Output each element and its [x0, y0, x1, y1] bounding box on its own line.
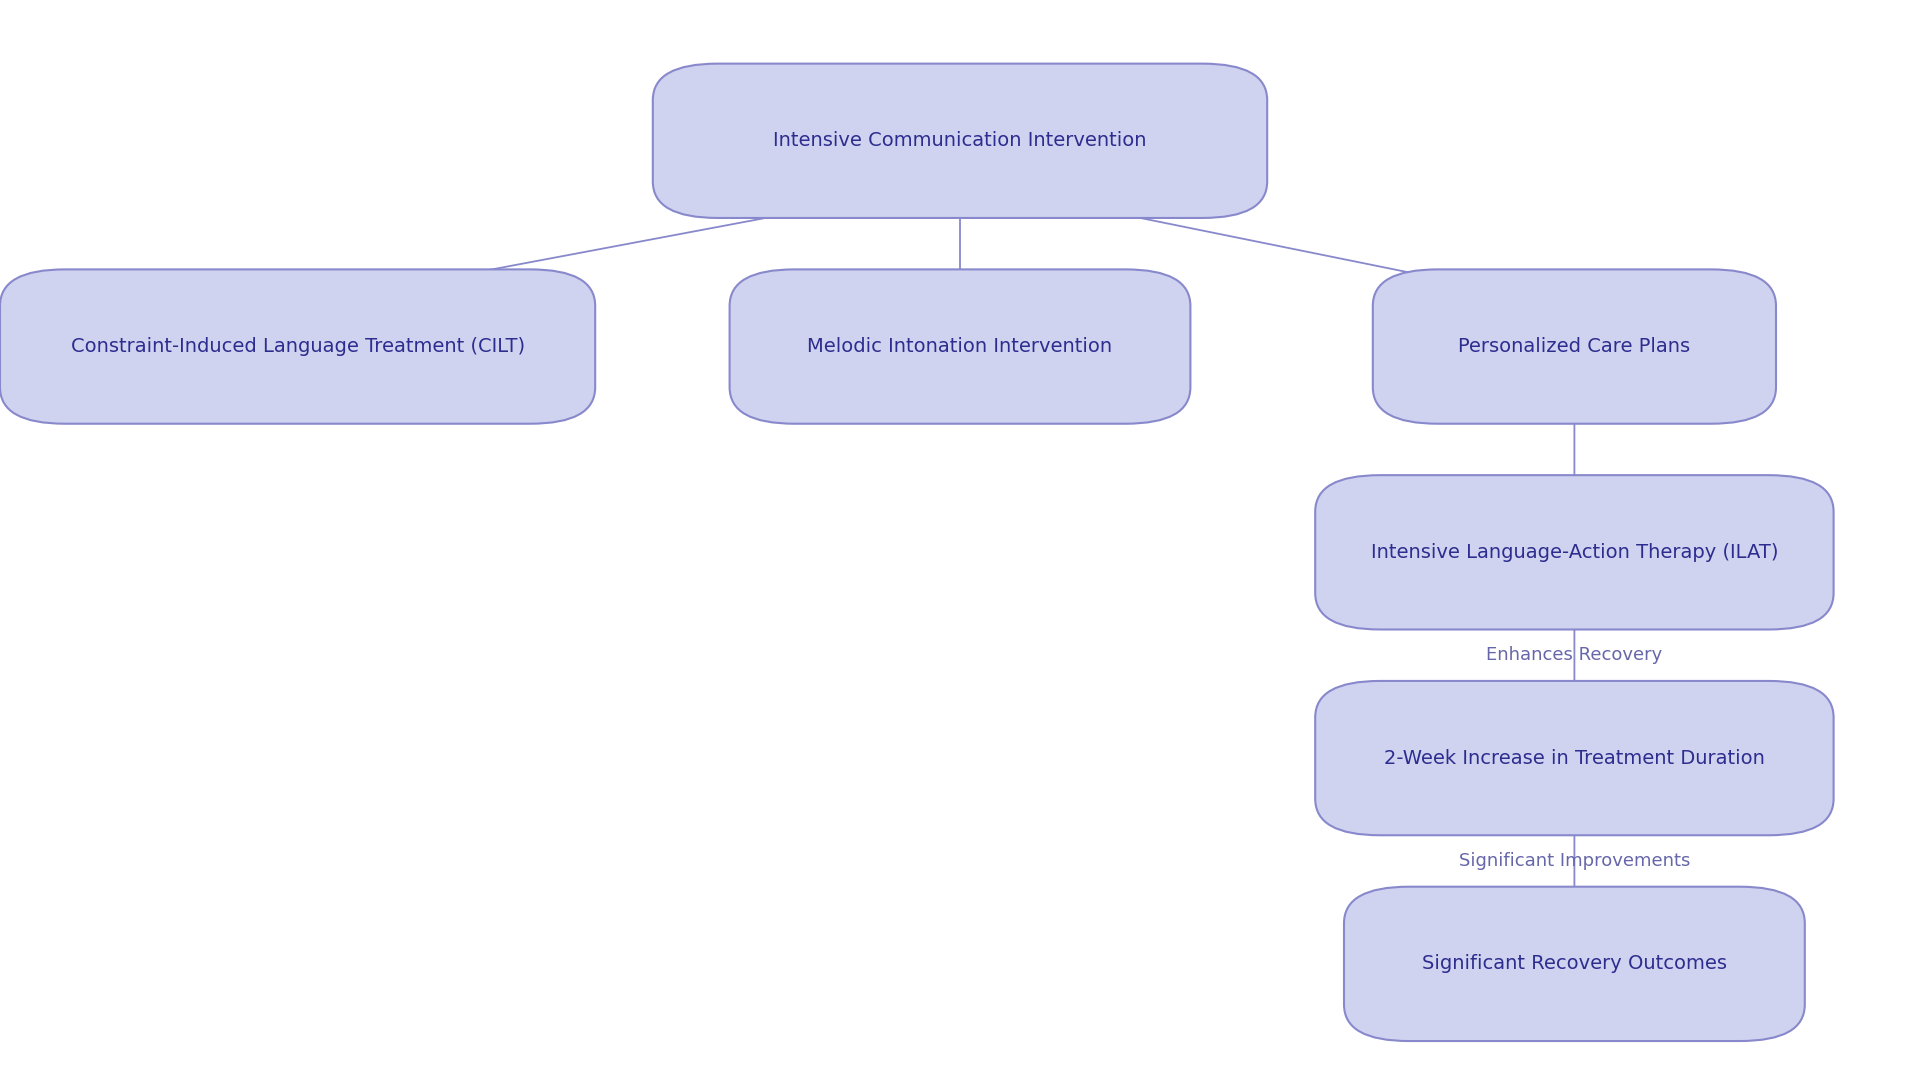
Text: Enhances Recovery: Enhances Recovery: [1486, 647, 1663, 664]
Text: Significant Improvements: Significant Improvements: [1459, 852, 1690, 870]
FancyBboxPatch shape: [730, 270, 1190, 423]
Text: 2-Week Increase in Treatment Duration: 2-Week Increase in Treatment Duration: [1384, 748, 1764, 768]
FancyBboxPatch shape: [1373, 270, 1776, 423]
FancyBboxPatch shape: [1344, 887, 1805, 1041]
FancyBboxPatch shape: [1315, 475, 1834, 629]
Text: Intensive Communication Intervention: Intensive Communication Intervention: [774, 131, 1146, 151]
Text: Personalized Care Plans: Personalized Care Plans: [1459, 337, 1690, 356]
Text: Significant Recovery Outcomes: Significant Recovery Outcomes: [1423, 954, 1726, 974]
FancyBboxPatch shape: [0, 270, 595, 423]
Text: Melodic Intonation Intervention: Melodic Intonation Intervention: [808, 337, 1112, 356]
Text: Intensive Language-Action Therapy (ILAT): Intensive Language-Action Therapy (ILAT): [1371, 543, 1778, 562]
FancyBboxPatch shape: [1315, 681, 1834, 835]
FancyBboxPatch shape: [653, 64, 1267, 218]
Text: Constraint-Induced Language Treatment (CILT): Constraint-Induced Language Treatment (C…: [71, 337, 524, 356]
